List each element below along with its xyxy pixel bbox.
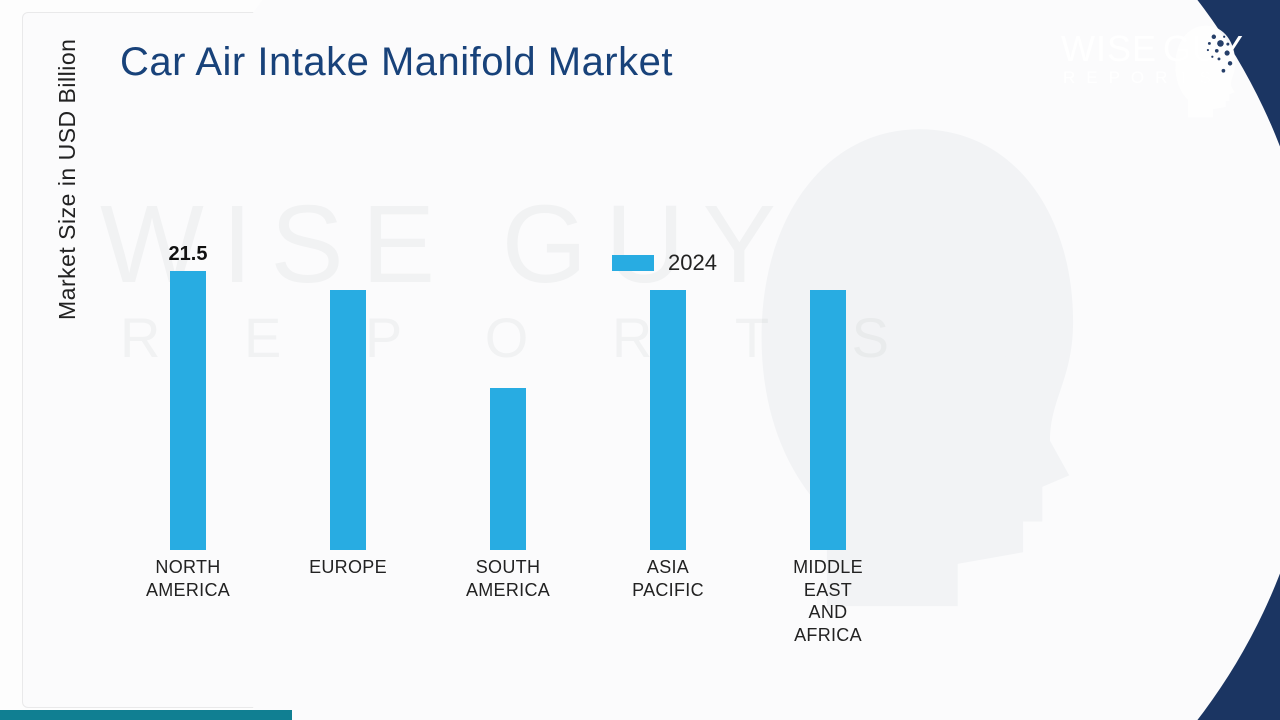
y-axis-label: Market Size in USD Billion xyxy=(54,39,81,320)
bar-category-label: NORTHAMERICA xyxy=(118,556,258,601)
logo-head-icon xyxy=(1154,22,1250,118)
bar-north-america: 21.5 NORTHAMERICA xyxy=(170,271,206,551)
bar-asia-pacific: ASIAPACIFIC xyxy=(650,290,686,550)
bar-rect xyxy=(330,290,366,550)
plot-area: 21.5 NORTHAMERICA EUROPE SOUTHAMERICA AS… xyxy=(112,150,932,550)
bar-rect xyxy=(650,290,686,550)
brand-logo: WISE GUY REPORTS xyxy=(1061,28,1244,88)
bar-rect xyxy=(810,290,846,550)
bar-category-label: MIDDLEEASTANDAFRICA xyxy=(758,556,898,646)
bar-rect xyxy=(170,271,206,551)
bar-category-label: ASIAPACIFIC xyxy=(598,556,738,601)
bar-category-label: SOUTHAMERICA xyxy=(438,556,578,601)
stage: WISE GUY R E P O R T S Car Air Intake Ma… xyxy=(0,0,1280,720)
chart-title: Car Air Intake Manifold Market xyxy=(120,40,673,85)
bar-category-label: EUROPE xyxy=(278,556,418,579)
teal-underline xyxy=(0,710,292,720)
bar-europe: EUROPE xyxy=(330,290,366,550)
bar-south-america: SOUTHAMERICA xyxy=(490,388,526,551)
bar-middle-east-africa: MIDDLEEASTANDAFRICA xyxy=(810,290,846,550)
bar-rect xyxy=(490,388,526,551)
bar-value-label: 21.5 xyxy=(169,243,208,266)
logo-wise: WISE xyxy=(1061,28,1157,70)
